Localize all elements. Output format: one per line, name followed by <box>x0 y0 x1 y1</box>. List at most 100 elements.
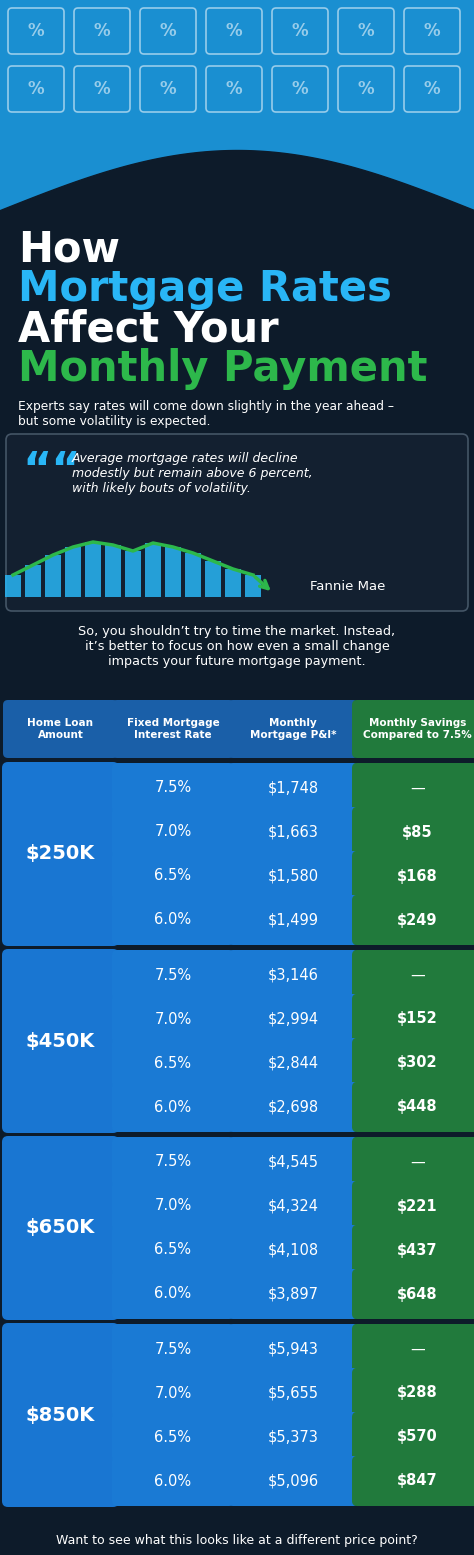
Text: %: % <box>94 22 110 40</box>
FancyBboxPatch shape <box>352 764 474 813</box>
FancyBboxPatch shape <box>85 543 101 597</box>
Text: $85: $85 <box>402 824 433 840</box>
Text: 6.5%: 6.5% <box>155 869 191 883</box>
FancyBboxPatch shape <box>352 851 474 900</box>
FancyBboxPatch shape <box>5 575 21 597</box>
Text: %: % <box>292 79 308 98</box>
Text: 6.0%: 6.0% <box>155 913 191 927</box>
Text: %: % <box>358 22 374 40</box>
FancyBboxPatch shape <box>112 896 234 945</box>
Text: %: % <box>292 22 308 40</box>
FancyBboxPatch shape <box>352 1455 474 1505</box>
Text: 7.5%: 7.5% <box>155 1154 191 1169</box>
FancyBboxPatch shape <box>228 1412 358 1462</box>
FancyBboxPatch shape <box>112 1323 234 1375</box>
FancyBboxPatch shape <box>228 851 358 900</box>
Text: —: — <box>410 1154 425 1169</box>
Text: —: — <box>410 781 425 796</box>
FancyBboxPatch shape <box>112 994 234 1043</box>
Text: $3,897: $3,897 <box>267 1286 319 1302</box>
FancyBboxPatch shape <box>3 700 118 757</box>
Text: Monthly Payment: Monthly Payment <box>18 348 428 390</box>
FancyBboxPatch shape <box>228 1455 358 1505</box>
Text: —: — <box>410 967 425 983</box>
Text: $650K: $650K <box>26 1219 95 1238</box>
Text: Fixed Mortgage
Interest Rate: Fixed Mortgage Interest Rate <box>127 718 219 740</box>
FancyBboxPatch shape <box>112 1225 234 1275</box>
Text: $4,324: $4,324 <box>267 1199 319 1213</box>
FancyBboxPatch shape <box>352 994 474 1043</box>
Text: Monthly Savings
Compared to 7.5%: Monthly Savings Compared to 7.5% <box>363 718 472 740</box>
Text: Monthly
Mortgage P&I*: Monthly Mortgage P&I* <box>250 718 336 740</box>
FancyBboxPatch shape <box>228 1082 358 1132</box>
Text: %: % <box>424 79 440 98</box>
Text: Average mortgage rates will decline
modestly but remain above 6 percent,
with li: Average mortgage rates will decline mode… <box>72 453 313 494</box>
Text: $168: $168 <box>397 869 438 883</box>
Text: $4,545: $4,545 <box>267 1154 319 1169</box>
Text: %: % <box>27 79 44 98</box>
Text: %: % <box>94 79 110 98</box>
Text: %: % <box>226 79 242 98</box>
FancyBboxPatch shape <box>352 1323 474 1375</box>
FancyBboxPatch shape <box>228 764 358 813</box>
FancyBboxPatch shape <box>105 544 121 597</box>
Text: Affect Your: Affect Your <box>18 308 279 350</box>
FancyBboxPatch shape <box>228 1137 358 1186</box>
Text: So, you shouldn’t try to time the market. Instead,
it’s better to focus on how e: So, you shouldn’t try to time the market… <box>78 625 396 669</box>
Text: $221: $221 <box>397 1199 438 1213</box>
FancyBboxPatch shape <box>25 564 41 597</box>
Text: $850K: $850K <box>26 1406 95 1424</box>
FancyBboxPatch shape <box>112 807 234 857</box>
Text: 6.0%: 6.0% <box>155 1099 191 1115</box>
FancyBboxPatch shape <box>2 1137 119 1320</box>
FancyBboxPatch shape <box>228 807 358 857</box>
FancyBboxPatch shape <box>352 1137 474 1186</box>
Text: 6.5%: 6.5% <box>155 1429 191 1445</box>
Text: 7.0%: 7.0% <box>155 1011 191 1026</box>
Text: $2,844: $2,844 <box>267 1056 319 1070</box>
FancyBboxPatch shape <box>112 1137 234 1186</box>
Text: Home Loan
Amount: Home Loan Amount <box>27 718 93 740</box>
Text: 7.0%: 7.0% <box>155 824 191 840</box>
Text: $450K: $450K <box>26 1031 95 1051</box>
Text: $288: $288 <box>397 1386 438 1401</box>
Text: —: — <box>410 1342 425 1356</box>
FancyBboxPatch shape <box>205 561 221 597</box>
FancyBboxPatch shape <box>352 950 474 1000</box>
Text: $249: $249 <box>397 913 438 927</box>
Text: %: % <box>424 22 440 40</box>
FancyBboxPatch shape <box>245 575 261 597</box>
Text: 6.5%: 6.5% <box>155 1056 191 1070</box>
Text: ““: ““ <box>22 449 81 493</box>
Text: $448: $448 <box>397 1099 438 1115</box>
Text: $648: $648 <box>397 1286 438 1302</box>
Text: $1,748: $1,748 <box>267 781 319 796</box>
FancyBboxPatch shape <box>228 1323 358 1375</box>
Text: 6.0%: 6.0% <box>155 1474 191 1488</box>
FancyBboxPatch shape <box>352 896 474 945</box>
Text: Mortgage Rates: Mortgage Rates <box>18 267 392 309</box>
Text: $5,655: $5,655 <box>267 1386 319 1401</box>
Text: $2,698: $2,698 <box>267 1099 319 1115</box>
Text: %: % <box>358 79 374 98</box>
FancyBboxPatch shape <box>65 547 81 597</box>
FancyBboxPatch shape <box>112 1269 234 1319</box>
Text: $5,943: $5,943 <box>267 1342 319 1356</box>
FancyBboxPatch shape <box>112 764 234 813</box>
FancyBboxPatch shape <box>352 1039 474 1088</box>
FancyBboxPatch shape <box>112 1039 234 1088</box>
FancyBboxPatch shape <box>352 1269 474 1319</box>
FancyBboxPatch shape <box>125 550 141 597</box>
FancyBboxPatch shape <box>352 1180 474 1232</box>
Text: $1,580: $1,580 <box>267 869 319 883</box>
FancyBboxPatch shape <box>352 1412 474 1462</box>
FancyBboxPatch shape <box>112 1368 234 1418</box>
FancyBboxPatch shape <box>112 1180 234 1232</box>
FancyBboxPatch shape <box>112 1082 234 1132</box>
Text: %: % <box>27 22 44 40</box>
Text: $4,108: $4,108 <box>267 1242 319 1258</box>
Text: 6.0%: 6.0% <box>155 1286 191 1302</box>
FancyBboxPatch shape <box>225 569 241 597</box>
FancyBboxPatch shape <box>145 543 161 597</box>
FancyBboxPatch shape <box>112 950 234 1000</box>
